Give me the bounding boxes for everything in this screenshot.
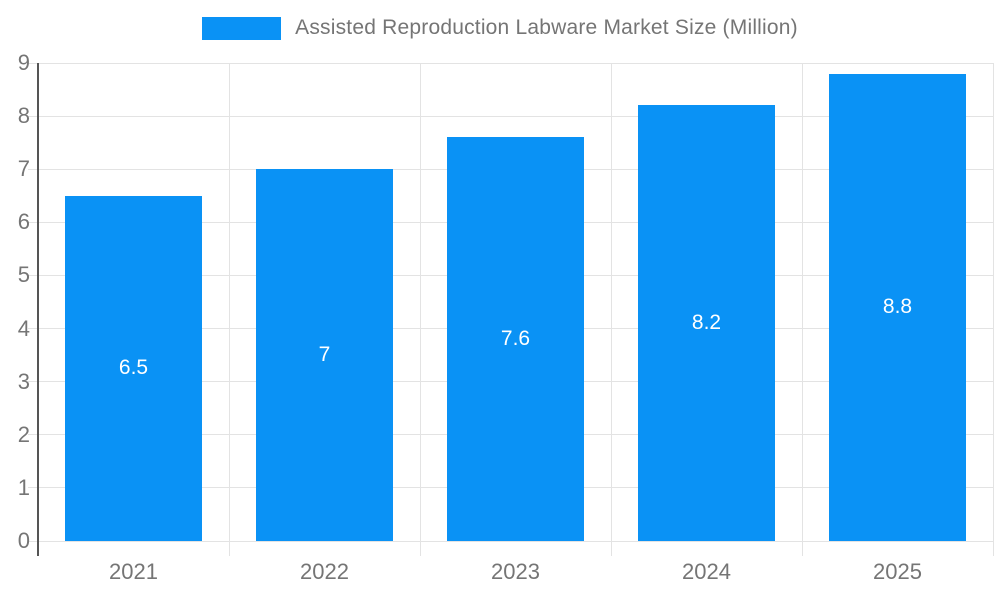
x-tick-label: 2022 [300,559,349,584]
legend-swatch [202,16,282,40]
y-tick-label: 2 [17,421,30,447]
bar-value-label: 8.8 [882,295,913,319]
y-tick-mark [28,381,38,383]
bar-value-label: 6.5 [118,356,149,380]
y-tick-label: 1 [17,474,30,500]
y-tick-mark [28,540,38,542]
y-tick-mark [28,434,38,436]
legend-label: Assisted Reproduction Labware Market Siz… [295,16,798,39]
bar-2022 [256,169,393,541]
bar-2024 [638,105,775,541]
y-tick-mark [28,221,38,223]
vertical-gridline [992,63,994,556]
y-tick-label: 4 [17,315,30,341]
y-tick-label: 9 [17,50,30,75]
vertical-gridline [419,63,421,556]
horizontal-gridline [38,115,993,117]
bar-value-label: 8.2 [691,311,722,335]
vertical-gridline [228,63,230,556]
y-tick-mark [28,487,38,489]
y-tick-mark [28,328,38,330]
bar-value-label: 7 [318,343,331,367]
horizontal-gridline [38,62,993,64]
x-tick-label: 2021 [109,559,158,584]
y-tick-label: 8 [17,103,30,129]
y-tick-mark [28,168,38,170]
y-tick-label: 3 [17,368,30,394]
bar-2021 [65,195,202,541]
vertical-gridline [610,63,612,556]
y-tick-label: 6 [17,209,30,235]
bar-value-label: 7.6 [500,327,531,351]
x-tick-label: 2025 [873,559,922,584]
y-tick-mark [28,115,38,117]
horizontal-gridline [38,540,993,542]
bar-2023 [447,137,584,541]
y-tick-label: 5 [17,262,30,288]
y-axis-line [37,63,39,556]
y-tick-label: 0 [17,528,30,553]
x-tick-label: 2023 [491,559,540,584]
y-tick-mark [28,274,38,276]
y-tick-label: 7 [17,156,30,182]
y-tick-mark [28,62,38,64]
bar-2025 [829,73,966,541]
vertical-gridline [801,63,803,556]
x-tick-label: 2024 [682,559,731,584]
chart-legend: Assisted Reproduction Labware Market Siz… [0,16,1000,40]
